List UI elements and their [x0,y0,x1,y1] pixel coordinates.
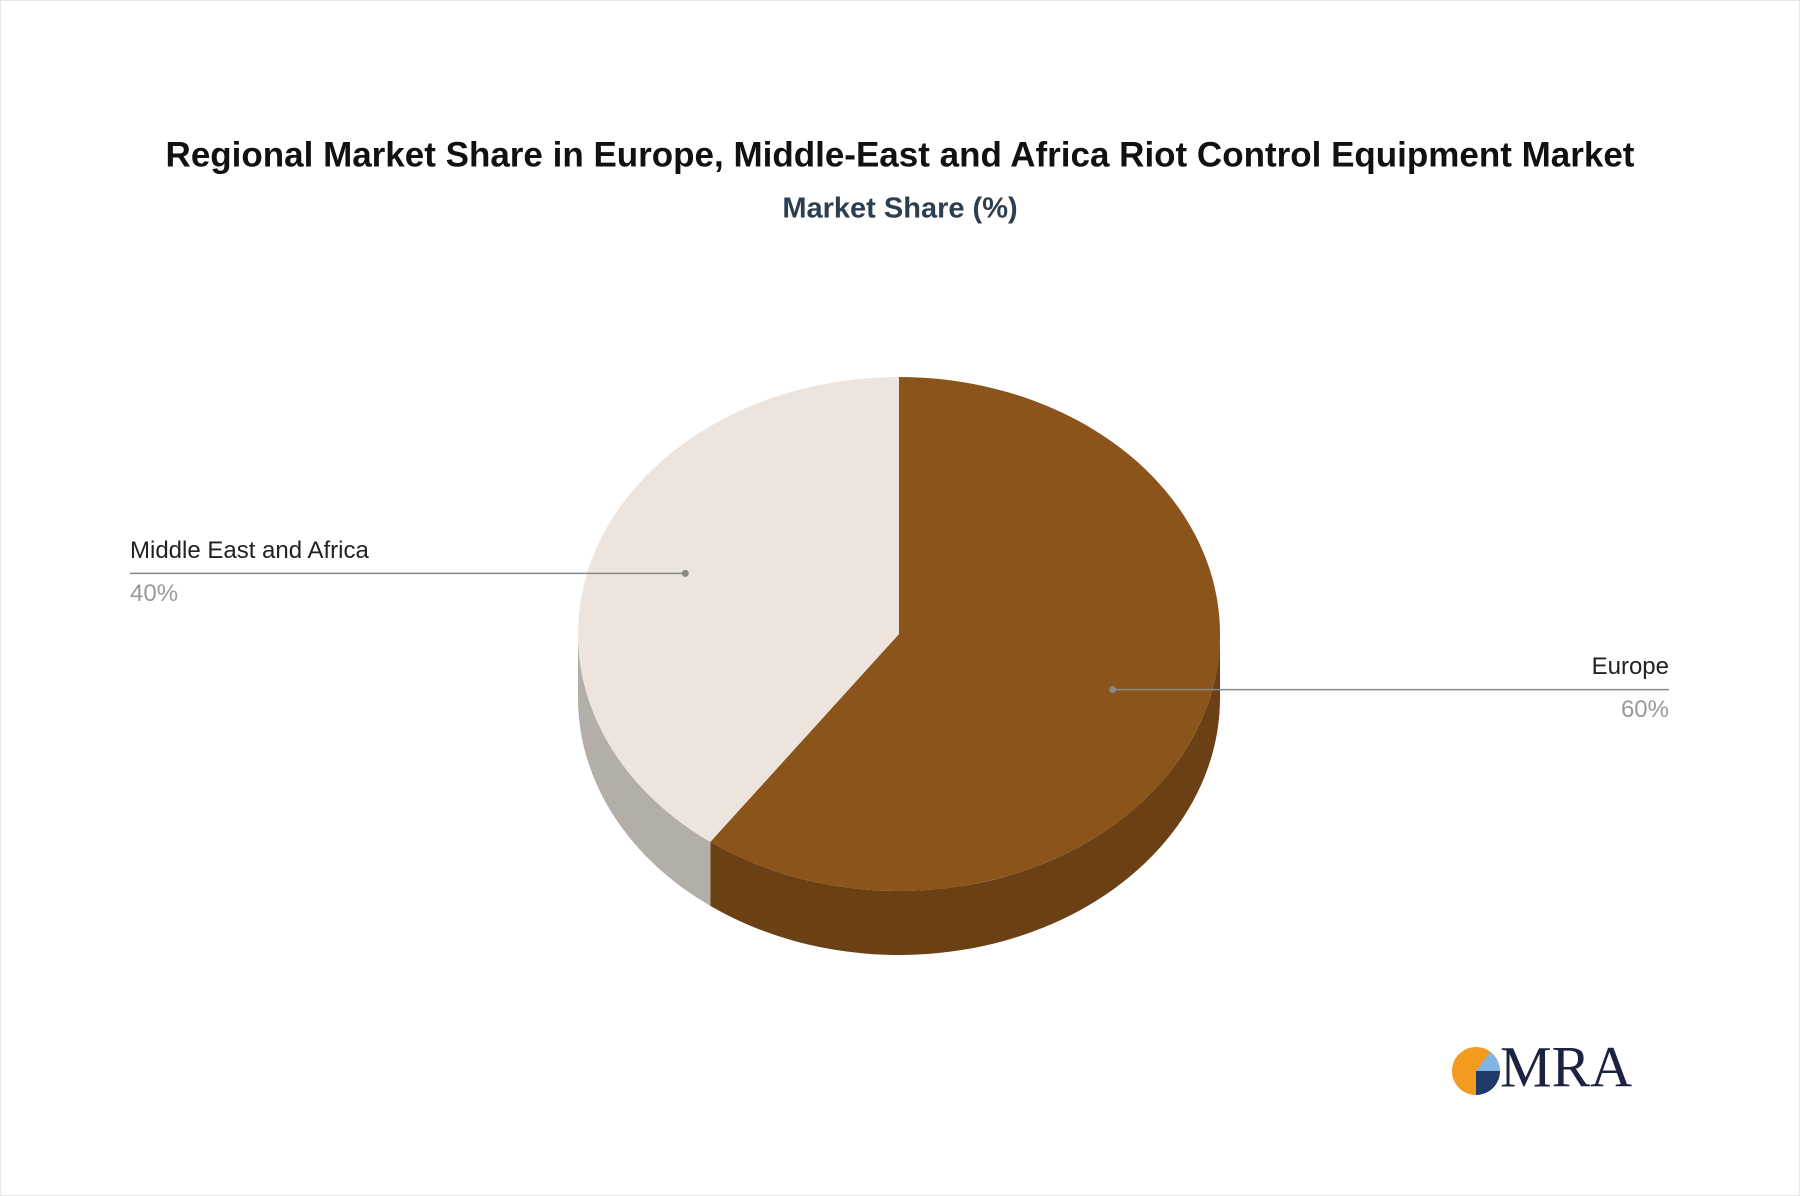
pie-slice [578,377,899,842]
logo-icon-part [1476,1052,1500,1071]
chart-title: Regional Market Share in Europe, Middle-… [166,135,1635,174]
legend-label: Middle East and Africa [130,537,369,564]
leader-dot [681,569,689,577]
leader-dot [1109,686,1117,694]
pie-slice-side [578,634,711,906]
logo-text: MRA [1500,1034,1632,1099]
chart-subtitle: Market Share (%) [782,193,1017,225]
pie-slice-side [710,634,1220,956]
logo-icon-part [1476,1071,1500,1095]
pie-slice [710,377,1220,892]
logo: MRA [1452,1034,1632,1099]
value-label: 60% [1621,696,1669,723]
value-label: 40% [130,580,178,607]
legend-label: Europe [1592,653,1669,680]
